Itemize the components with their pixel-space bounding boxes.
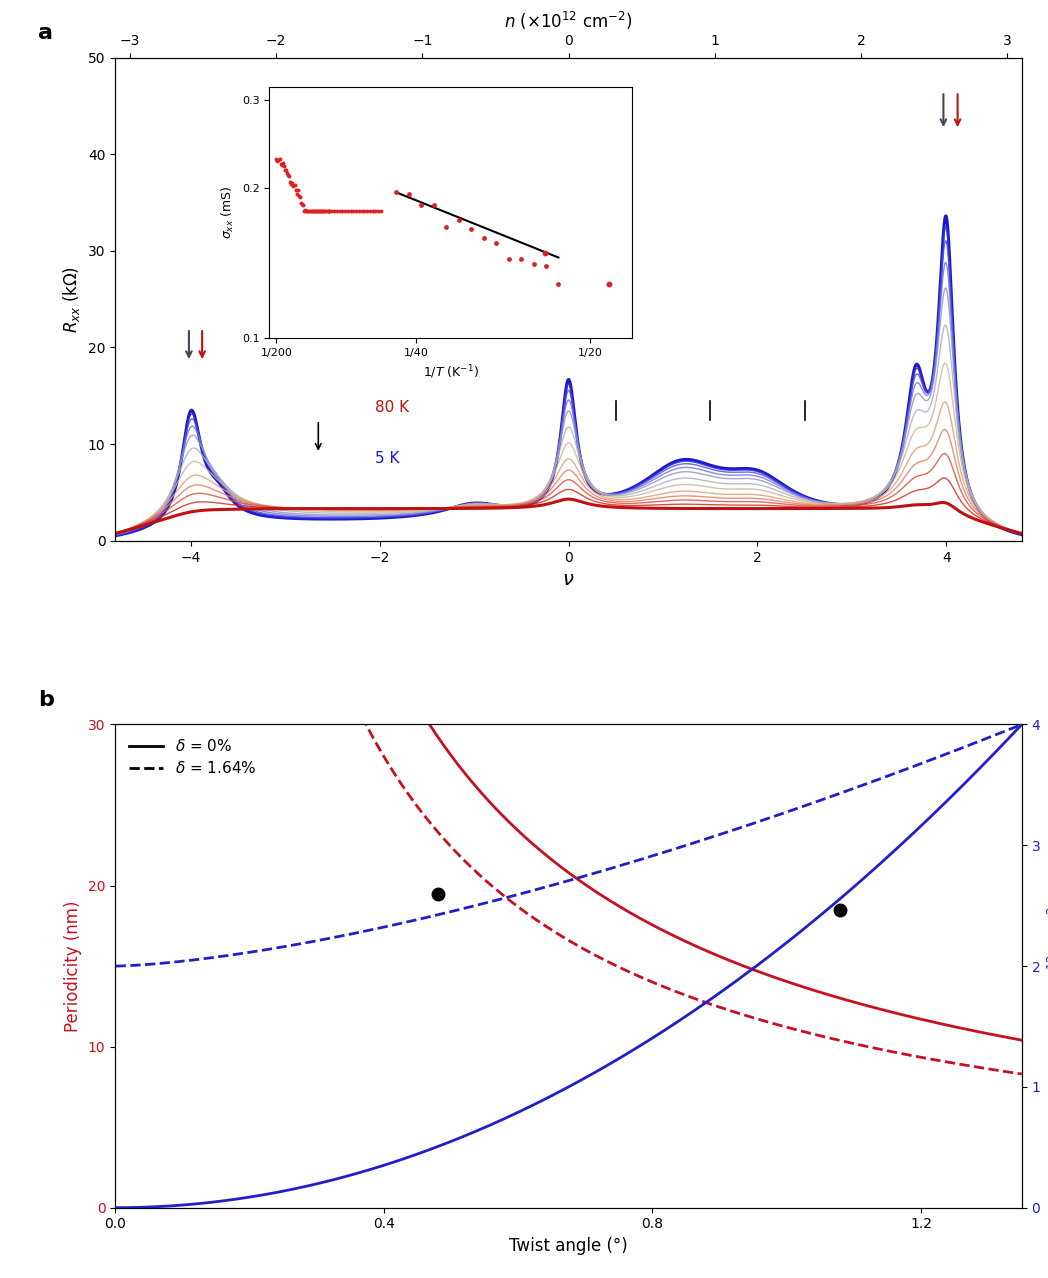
Y-axis label: $n_s$ ($\times$10$^{12}$ cm$^{-2}$): $n_s$ ($\times$10$^{12}$ cm$^{-2}$): [1046, 898, 1048, 1034]
Y-axis label: $R_{xx}$ (k$\Omega$): $R_{xx}$ (k$\Omega$): [62, 266, 83, 332]
Text: a: a: [38, 23, 53, 43]
Text: 5 K: 5 K: [375, 451, 399, 466]
Text: b: b: [38, 690, 54, 711]
Legend: $\delta$ = 0%, $\delta$ = 1.64%: $\delta$ = 0%, $\delta$ = 1.64%: [123, 732, 262, 782]
Y-axis label: Periodicity (nm): Periodicity (nm): [64, 900, 83, 1031]
X-axis label: Twist angle (°): Twist angle (°): [509, 1237, 628, 1255]
Text: 80 K: 80 K: [375, 400, 409, 415]
X-axis label: $n$ ($\times$10$^{12}$ cm$^{-2}$): $n$ ($\times$10$^{12}$ cm$^{-2}$): [504, 10, 633, 32]
X-axis label: $\nu$: $\nu$: [563, 570, 574, 589]
